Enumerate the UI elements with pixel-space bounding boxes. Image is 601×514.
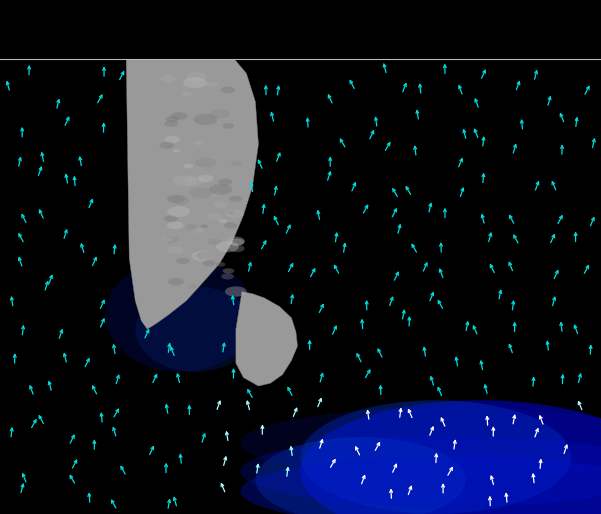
Ellipse shape: [216, 262, 225, 267]
Text: Secondary Swell energy on Sunday 23 Mar at 2am +05: Secondary Swell energy on Sunday 23 Mar …: [70, 10, 531, 28]
Ellipse shape: [300, 400, 601, 514]
Ellipse shape: [183, 77, 207, 88]
Ellipse shape: [194, 114, 217, 125]
Ellipse shape: [240, 436, 601, 507]
Ellipse shape: [228, 211, 234, 214]
Ellipse shape: [135, 287, 255, 372]
Ellipse shape: [165, 136, 180, 143]
Ellipse shape: [105, 258, 255, 372]
Ellipse shape: [210, 109, 230, 119]
Ellipse shape: [255, 437, 466, 514]
Ellipse shape: [164, 215, 177, 222]
Ellipse shape: [167, 222, 184, 229]
Ellipse shape: [225, 236, 245, 246]
Ellipse shape: [240, 456, 601, 514]
Ellipse shape: [182, 91, 192, 96]
Ellipse shape: [229, 196, 242, 202]
Ellipse shape: [171, 196, 189, 205]
Ellipse shape: [194, 228, 205, 233]
Ellipse shape: [221, 87, 235, 94]
Ellipse shape: [198, 175, 213, 182]
Ellipse shape: [207, 213, 222, 220]
Ellipse shape: [218, 178, 232, 186]
Ellipse shape: [231, 161, 242, 166]
Ellipse shape: [214, 201, 228, 208]
Ellipse shape: [167, 195, 185, 203]
Ellipse shape: [172, 149, 180, 153]
Ellipse shape: [162, 236, 172, 242]
Ellipse shape: [222, 123, 234, 128]
Ellipse shape: [208, 238, 221, 245]
Ellipse shape: [186, 71, 207, 81]
Ellipse shape: [226, 210, 243, 218]
Ellipse shape: [196, 251, 214, 260]
Ellipse shape: [240, 408, 601, 479]
Ellipse shape: [184, 176, 205, 186]
Ellipse shape: [163, 236, 178, 243]
Polygon shape: [236, 291, 297, 386]
Ellipse shape: [164, 120, 178, 126]
Ellipse shape: [229, 245, 245, 252]
Ellipse shape: [167, 206, 190, 217]
Ellipse shape: [188, 284, 197, 288]
Ellipse shape: [192, 251, 213, 261]
Polygon shape: [126, 59, 258, 329]
Ellipse shape: [221, 273, 234, 280]
Ellipse shape: [166, 116, 179, 122]
Ellipse shape: [223, 268, 234, 273]
Ellipse shape: [205, 82, 218, 87]
Ellipse shape: [209, 184, 232, 195]
Ellipse shape: [160, 75, 176, 83]
Ellipse shape: [176, 258, 189, 264]
Ellipse shape: [168, 278, 184, 286]
Ellipse shape: [189, 188, 212, 198]
Ellipse shape: [300, 400, 571, 514]
Ellipse shape: [185, 224, 197, 230]
Ellipse shape: [195, 158, 216, 168]
Ellipse shape: [200, 225, 208, 228]
Ellipse shape: [203, 262, 210, 265]
Ellipse shape: [194, 141, 204, 145]
Ellipse shape: [218, 219, 228, 223]
Ellipse shape: [216, 242, 239, 252]
Text: Arrows show the wind wave direction: Arrows show the wind wave direction: [184, 40, 417, 52]
Ellipse shape: [224, 223, 237, 229]
Ellipse shape: [203, 260, 216, 266]
Ellipse shape: [183, 163, 194, 169]
Ellipse shape: [167, 246, 183, 254]
Ellipse shape: [225, 286, 247, 297]
Ellipse shape: [229, 238, 245, 246]
Ellipse shape: [211, 192, 221, 197]
Ellipse shape: [173, 175, 197, 187]
Ellipse shape: [171, 112, 188, 120]
Ellipse shape: [159, 142, 174, 149]
